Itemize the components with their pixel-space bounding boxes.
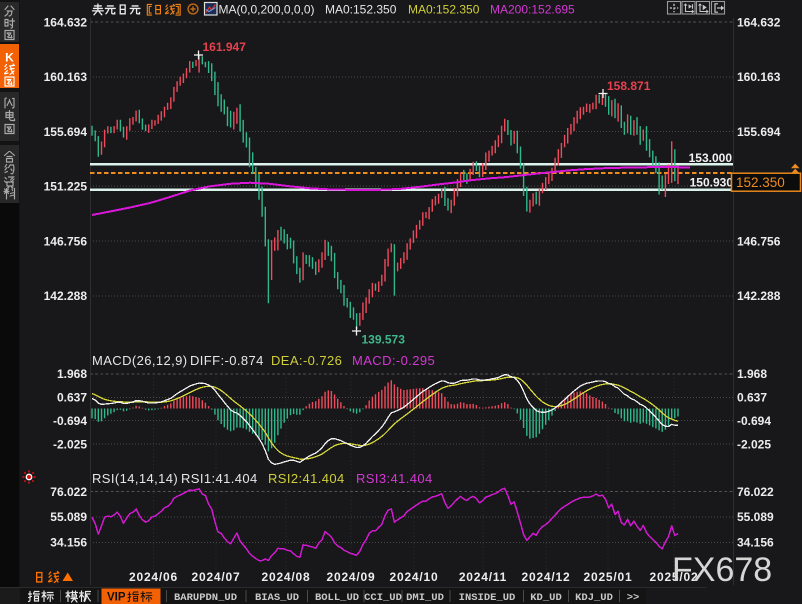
svg-text:2024/06: 2024/06 [129, 570, 178, 584]
svg-text:152.350: 152.350 [736, 175, 785, 190]
svg-text:DIFF:-0.874: DIFF:-0.874 [190, 353, 264, 368]
svg-text:MA200:152.695: MA200:152.695 [490, 3, 575, 17]
svg-text:160.163: 160.163 [737, 70, 781, 84]
svg-text:0.637: 0.637 [57, 391, 87, 405]
svg-text:RSI3:41.404: RSI3:41.404 [356, 471, 433, 486]
svg-text:2024/11: 2024/11 [459, 570, 507, 584]
svg-text:-0.694: -0.694 [53, 414, 87, 428]
svg-text:BARUPDN_UD: BARUPDN_UD [174, 592, 237, 604]
svg-text:K: K [5, 51, 14, 65]
svg-text:164.632: 164.632 [44, 15, 88, 29]
svg-text:146.756: 146.756 [44, 234, 88, 248]
svg-text:-2.025: -2.025 [737, 437, 771, 451]
svg-text:RSI2:41.404: RSI2:41.404 [268, 471, 345, 486]
svg-text:164.632: 164.632 [737, 15, 781, 29]
svg-text:MACD:-0.295: MACD:-0.295 [352, 353, 435, 368]
svg-text:INSIDE_UD: INSIDE_UD [459, 592, 516, 604]
svg-text:76.022: 76.022 [50, 485, 87, 499]
svg-text:BIAS_UD: BIAS_UD [255, 592, 299, 604]
svg-text:0.637: 0.637 [737, 391, 767, 405]
svg-text:KDJ_UD: KDJ_UD [575, 592, 613, 604]
svg-text:153.000: 153.000 [689, 151, 733, 165]
svg-text:2025/02: 2025/02 [650, 570, 699, 584]
svg-text:CCI_UD: CCI_UD [364, 592, 402, 604]
svg-text:161.947: 161.947 [203, 40, 247, 54]
svg-text:76.022: 76.022 [737, 485, 774, 499]
svg-text:DEA:-0.726: DEA:-0.726 [271, 353, 342, 368]
svg-text:2024/07: 2024/07 [192, 570, 241, 584]
svg-text:2024/08: 2024/08 [262, 570, 311, 584]
svg-text:142.288: 142.288 [44, 289, 88, 303]
svg-text:MA0:152.350: MA0:152.350 [408, 3, 480, 17]
svg-text:VIP: VIP [107, 592, 126, 604]
svg-text:34.156: 34.156 [50, 536, 87, 550]
svg-text:RSI1:41.404: RSI1:41.404 [181, 471, 258, 486]
svg-text:MA0:152.350: MA0:152.350 [325, 3, 397, 17]
svg-text:RSI(14,14,14): RSI(14,14,14) [92, 471, 178, 486]
svg-text:55.089: 55.089 [50, 510, 87, 524]
svg-text:MA(0,0,200,0,0,0): MA(0,0,200,0,0,0) [219, 3, 315, 17]
svg-text:34.156: 34.156 [737, 536, 774, 550]
svg-text:139.573: 139.573 [362, 333, 406, 347]
svg-text:KD_UD: KD_UD [530, 592, 562, 604]
svg-text:MACD(26,12,9): MACD(26,12,9) [92, 353, 188, 368]
svg-text:1.968: 1.968 [57, 367, 87, 381]
svg-text:160.163: 160.163 [44, 70, 88, 84]
svg-text:155.694: 155.694 [44, 125, 88, 139]
svg-text:BOLL_UD: BOLL_UD [315, 592, 359, 604]
svg-text:-0.694: -0.694 [737, 414, 771, 428]
svg-text:2024/12: 2024/12 [522, 570, 571, 584]
svg-text:1.968: 1.968 [737, 367, 767, 381]
svg-text:142.288: 142.288 [737, 289, 781, 303]
svg-text:DMI_UD: DMI_UD [406, 592, 444, 604]
svg-text:150.930: 150.930 [690, 175, 734, 189]
svg-text:151.225: 151.225 [44, 180, 88, 194]
svg-text:>>: >> [627, 592, 640, 604]
svg-text:146.756: 146.756 [737, 234, 781, 248]
svg-text:FX678: FX678 [672, 551, 772, 589]
svg-text:155.694: 155.694 [737, 125, 781, 139]
svg-text:158.871: 158.871 [607, 79, 651, 93]
svg-text:-2.025: -2.025 [53, 437, 87, 451]
svg-text:2024/10: 2024/10 [390, 570, 439, 584]
svg-text:2025/01: 2025/01 [584, 570, 633, 584]
svg-text:55.089: 55.089 [737, 510, 774, 524]
svg-text:2024/09: 2024/09 [327, 570, 376, 584]
